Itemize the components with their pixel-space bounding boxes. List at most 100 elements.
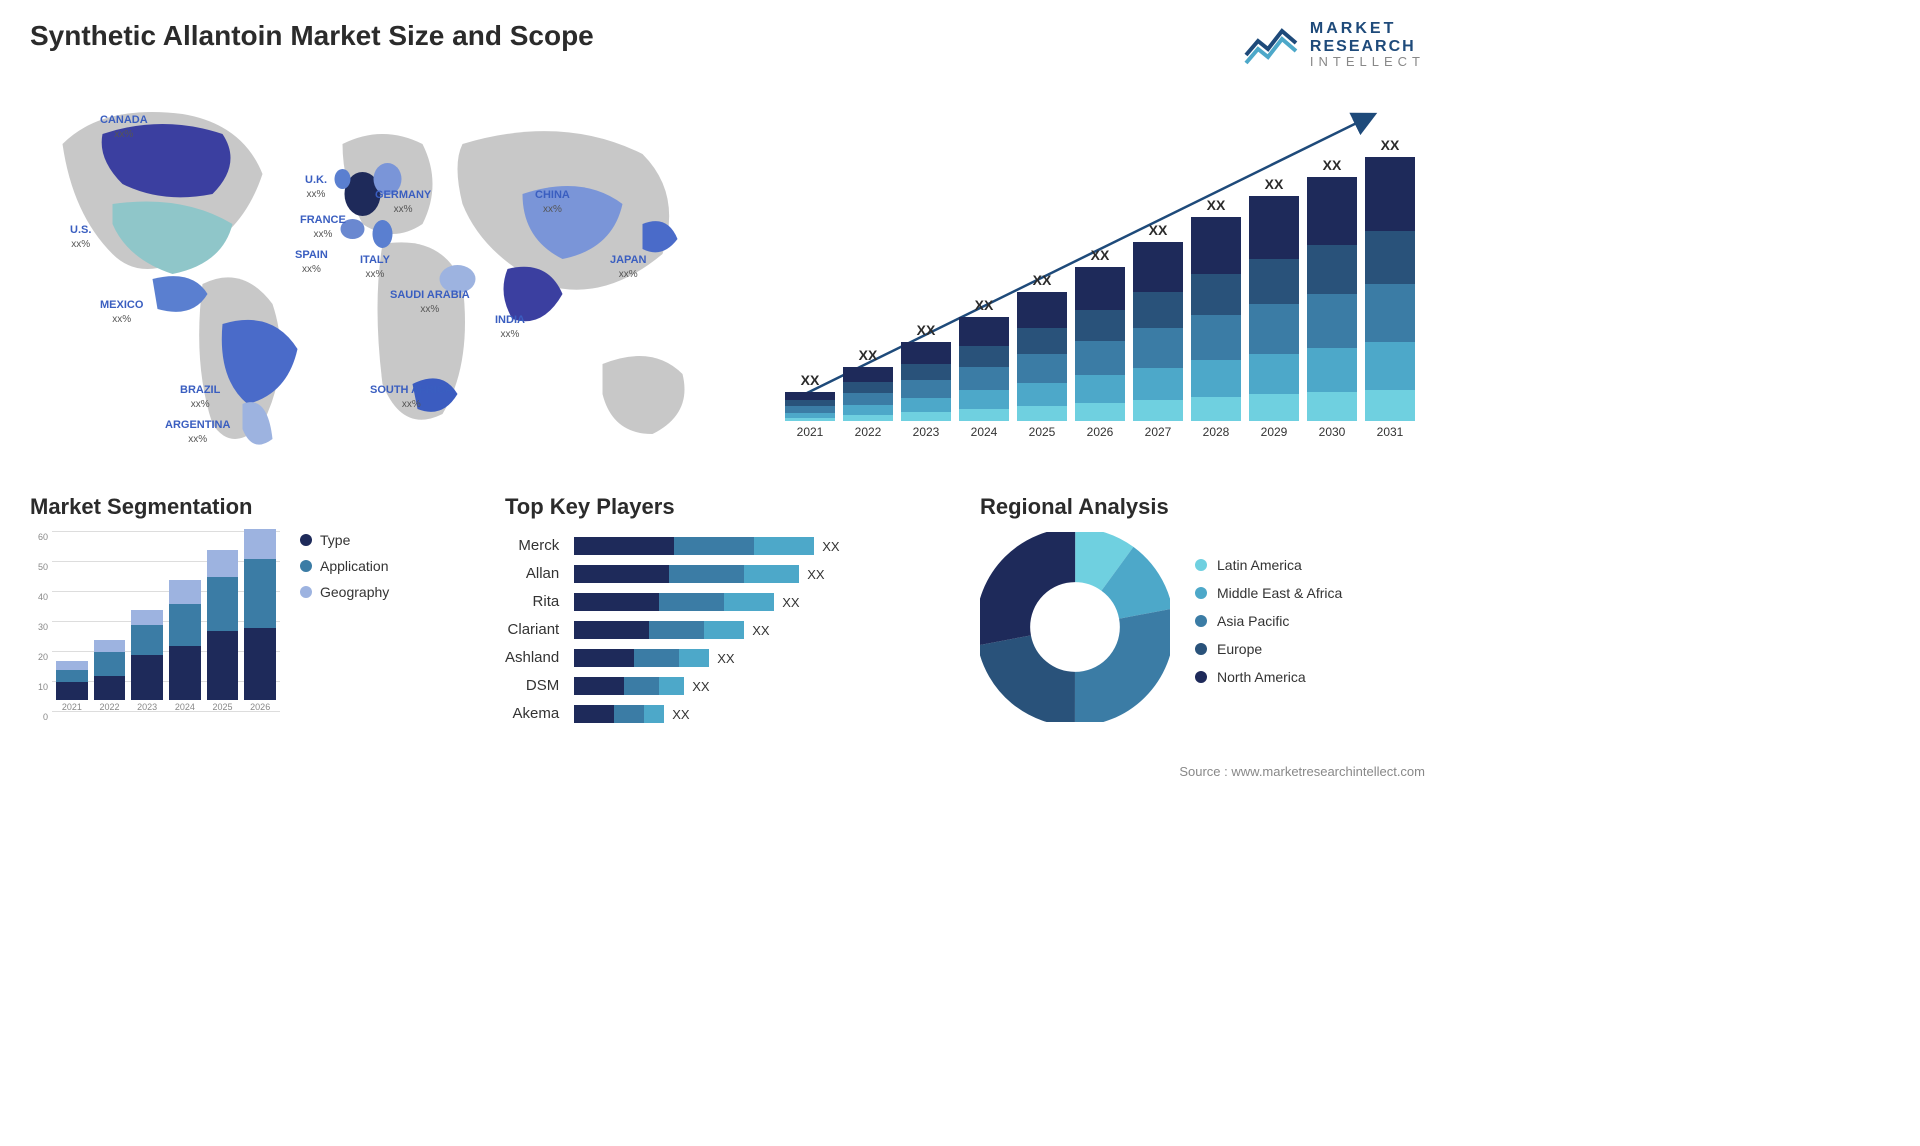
logo-text-2: RESEARCH — [1310, 38, 1425, 56]
map-label-japan: JAPANxx% — [610, 254, 646, 280]
main-bar-value: XX — [801, 372, 820, 388]
main-bar-2022: XX 2022 — [843, 347, 893, 440]
player-bar-ashland: XX — [574, 644, 950, 672]
seg-year-label: 2025 — [213, 702, 233, 712]
seg-year-label: 2023 — [137, 702, 157, 712]
regional-legend: Latin AmericaMiddle East & AfricaAsia Pa… — [1195, 557, 1342, 697]
player-label: Allan — [505, 560, 559, 588]
main-bar-value: XX — [1381, 137, 1400, 153]
seg-legend-item: Type — [300, 532, 389, 548]
map-label-mexico: MEXICOxx% — [100, 299, 143, 325]
seg-bar-2025: 2025 — [207, 550, 239, 712]
player-bar-rita: XX — [574, 588, 950, 616]
main-bar-2030: XX2030 — [1307, 157, 1357, 440]
main-bar-year: 2028 — [1203, 425, 1230, 439]
map-label-germany: GERMANYxx% — [375, 189, 431, 215]
map-label-saudiarabia: SAUDI ARABIAxx% — [390, 289, 470, 315]
map-label-us: U.S.xx% — [70, 224, 91, 250]
map-label-france: FRANCExx% — [300, 214, 346, 240]
player-label: Ashland — [505, 644, 559, 672]
main-bar-year: 2024 — [971, 425, 998, 439]
regional-legend-item: Europe — [1195, 641, 1342, 657]
player-bar-allan: XX — [574, 560, 950, 588]
market-size-chart: XX2021XX2022XX2023XX2024XX2025XX2026XX20… — [775, 84, 1425, 464]
main-bar-2026: XX 2026 — [1075, 247, 1125, 440]
map-label-spain: SPAINxx% — [295, 249, 328, 275]
seg-bar-2024: 2024 — [169, 580, 201, 712]
main-bar-value: XX — [1091, 247, 1110, 263]
segmentation-panel: Market Segmentation 0102030405060 202120… — [30, 494, 475, 754]
main-bar-2025: XX2025 — [1017, 272, 1067, 440]
regional-donut-chart — [980, 532, 1170, 722]
world-map: CANADAxx% U.S.xx% MEXICOxx% BRAZILxx% ARGENT… — [30, 84, 735, 464]
main-bar-year: 2029 — [1261, 425, 1288, 439]
regional-legend-item: North America — [1195, 669, 1342, 685]
map-label-brazil: BRAZILxx% — [180, 384, 220, 410]
main-bar-2029: XX 2029 — [1249, 176, 1299, 439]
main-bar-value: XX — [975, 297, 994, 313]
main-bar-year: 2025 — [1029, 425, 1056, 439]
seg-year-label: 2026 — [250, 702, 270, 712]
map-label-argentina: ARGENTINAxx% — [165, 419, 230, 445]
regional-legend-item: Latin America — [1195, 557, 1342, 573]
map-label-italy: ITALYxx% — [360, 254, 390, 280]
player-value: XX — [672, 707, 689, 722]
main-bar-year: 2021 — [797, 425, 824, 439]
player-bar-akema: XX — [574, 700, 950, 728]
player-bar-clariant: XX — [574, 616, 950, 644]
seg-bar-2022: 2022 — [94, 640, 126, 712]
players-title: Top Key Players — [505, 494, 950, 520]
main-bar-2021: XX 2021 — [785, 372, 835, 440]
source-attribution: Source : www.marketresearchintellect.com — [30, 764, 1425, 779]
player-label: Rita — [505, 588, 559, 616]
main-bar-2027: XX2027 — [1133, 222, 1183, 440]
main-bar-value: XX — [917, 322, 936, 338]
main-bar-year: 2026 — [1087, 425, 1114, 439]
players-panel: Top Key Players MerckAllanRitaClariantAs… — [505, 494, 950, 754]
logo-text-3: INTELLECT — [1310, 55, 1425, 69]
logo-mark-icon — [1244, 23, 1300, 67]
header-row: Synthetic Allantoin Market Size and Scop… — [30, 20, 1425, 69]
regional-panel: Regional Analysis Latin AmericaMiddle Ea… — [980, 494, 1425, 754]
player-bar-dsm: XX — [574, 672, 950, 700]
segmentation-legend: Type Application Geography — [300, 532, 389, 732]
player-label: Akema — [505, 700, 559, 728]
main-bar-value: XX — [1265, 176, 1284, 192]
player-bar-merck: XX — [574, 532, 950, 560]
player-label: DSM — [505, 672, 559, 700]
seg-legend-item: Application — [300, 558, 389, 574]
main-bar-2031: XX 2031 — [1365, 137, 1415, 440]
main-bar-2023: XX 2023 — [901, 322, 951, 440]
map-label-canada: CANADAxx% — [100, 114, 148, 140]
map-label-india: INDIAxx% — [495, 314, 525, 340]
player-label: Merck — [505, 532, 559, 560]
player-value: XX — [822, 539, 839, 554]
player-value: XX — [807, 567, 824, 582]
map-label-china: CHINAxx% — [535, 189, 570, 215]
player-value: XX — [692, 679, 709, 694]
logo-text-1: MARKET — [1310, 20, 1425, 38]
main-bar-value: XX — [1323, 157, 1342, 173]
segmentation-chart: 0102030405060 202120222023202420252026 — [30, 532, 280, 732]
seg-bar-2021: 2021 — [56, 661, 88, 712]
main-bar-year: 2031 — [1377, 425, 1404, 439]
seg-bar-2026: 2026 — [244, 529, 276, 712]
player-value: XX — [752, 623, 769, 638]
main-bar-value: XX — [859, 347, 878, 363]
map-label-southafrica: SOUTH AFRICAxx% — [370, 384, 453, 410]
map-label-uk: U.K.xx% — [305, 174, 327, 200]
player-value: XX — [717, 651, 734, 666]
seg-year-label: 2021 — [62, 702, 82, 712]
page-title: Synthetic Allantoin Market Size and Scop… — [30, 20, 594, 52]
main-bar-year: 2023 — [913, 425, 940, 439]
regional-title: Regional Analysis — [980, 494, 1425, 520]
main-bar-value: XX — [1207, 197, 1226, 213]
seg-year-label: 2022 — [99, 702, 119, 712]
seg-bar-2023: 2023 — [131, 610, 163, 712]
main-bar-year: 2022 — [855, 425, 882, 439]
main-bar-year: 2027 — [1145, 425, 1172, 439]
regional-legend-item: Asia Pacific — [1195, 613, 1342, 629]
player-value: XX — [782, 595, 799, 610]
seg-year-label: 2024 — [175, 702, 195, 712]
seg-legend-item: Geography — [300, 584, 389, 600]
